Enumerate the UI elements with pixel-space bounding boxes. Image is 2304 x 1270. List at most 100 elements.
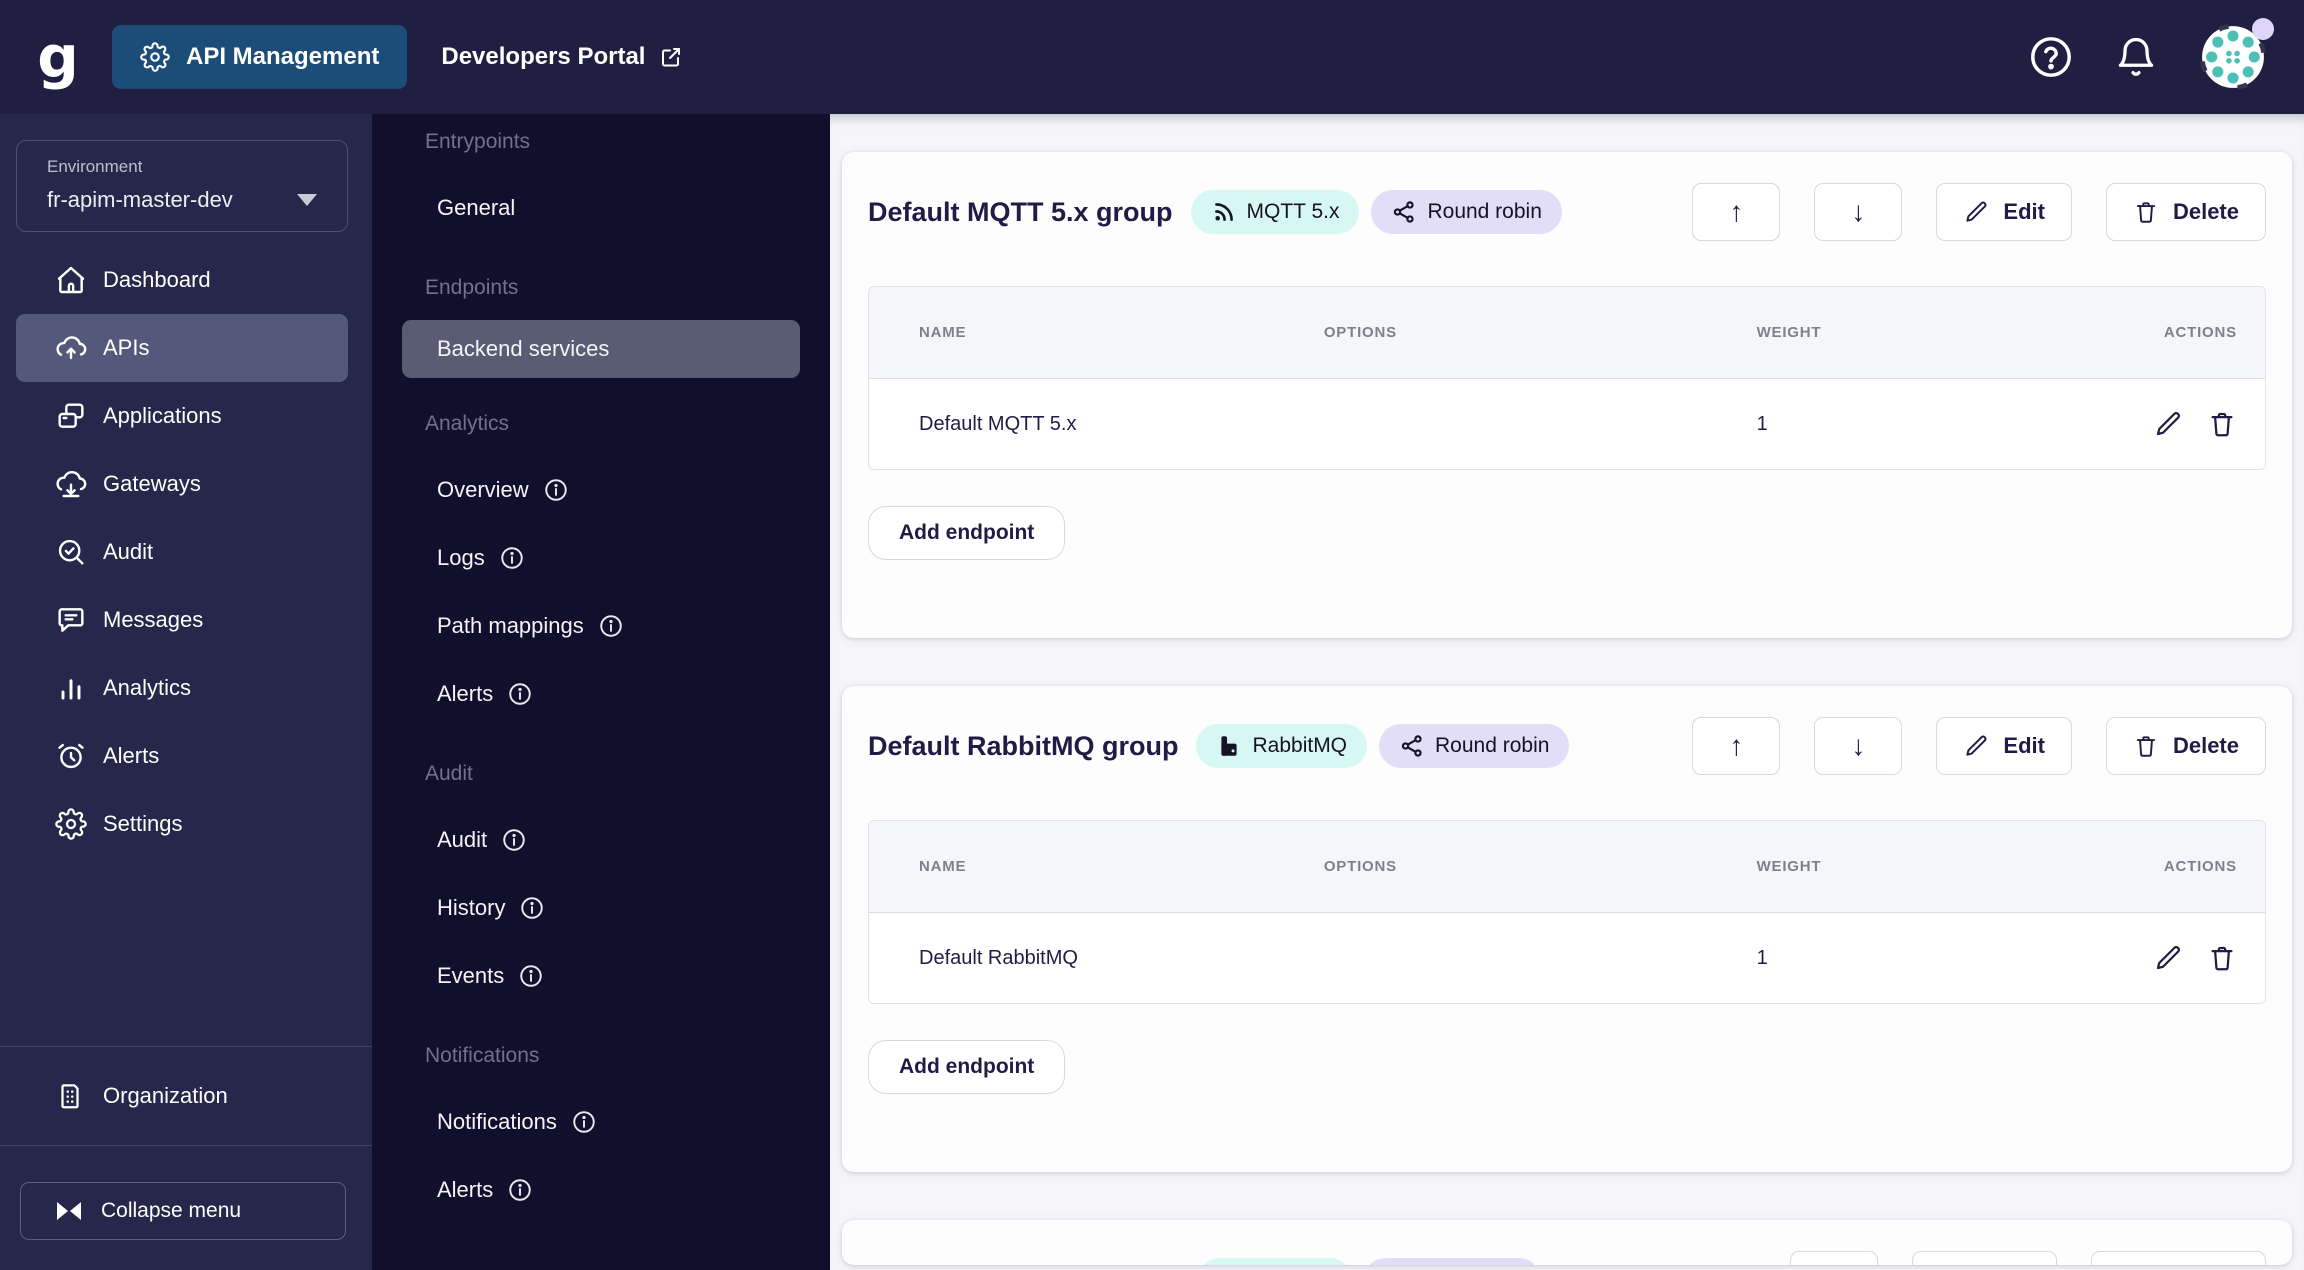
submenu-item-path-mappings[interactable]: Path mappings [372, 592, 830, 660]
pencil-icon [2153, 409, 2183, 439]
sidebar-item-analytics[interactable]: Analytics [16, 654, 348, 722]
edit-group-button[interactable]: Edit [1936, 717, 2072, 775]
cloud-download-icon [55, 468, 87, 500]
delete-group-button[interactable]: Delete [2105, 717, 2266, 775]
trash-icon [2207, 943, 2237, 973]
collapse-menu-button[interactable]: Collapse menu [20, 1182, 346, 1240]
api-management-button[interactable]: API Management [112, 25, 408, 89]
sidebar-item-label: APIs [103, 335, 150, 360]
edit-endpoint-button[interactable] [2153, 943, 2183, 973]
backend-services-content: Default MQTT 5.x group MQTT 5.x [830, 114, 2304, 1270]
submenu-item-analytics-alerts[interactable]: Alerts [372, 660, 830, 728]
bar-chart-icon [55, 672, 87, 704]
column-header-options: OPTIONS [1323, 324, 1397, 341]
divider [0, 1046, 372, 1047]
pencil-icon [1963, 733, 1989, 759]
primary-sidebar: Environment fr-apim-master-dev Dashboard [0, 114, 372, 1270]
info-icon [507, 1177, 533, 1203]
section-title-audit: Audit [425, 762, 473, 785]
submenu-item-notification-alerts[interactable]: Alerts [372, 1156, 830, 1224]
sidebar-item-dashboard[interactable]: Dashboard [16, 246, 348, 314]
sidebar-item-gateways[interactable]: Gateways [16, 450, 348, 518]
table-header-row: NAME OPTIONS WEIGHT ACTIONS [869, 821, 2265, 913]
table-header-row: NAME OPTIONS WEIGHT ACTIONS [869, 287, 2265, 379]
info-icon [519, 895, 545, 921]
load-balancing-badge: Round robin [1379, 724, 1570, 768]
sidebar-item-apis[interactable]: APIs [16, 314, 348, 382]
arrow-up-icon: ↑ [1729, 730, 1744, 761]
add-endpoint-button[interactable]: Add endpoint [868, 1040, 1066, 1094]
section-title-notifications: Notifications [425, 1044, 540, 1067]
sidebar-item-label: Analytics [103, 675, 192, 700]
gear-icon [55, 808, 87, 840]
sidebar-item-label: Messages [103, 607, 204, 632]
sidebar-item-audit[interactable]: Audit [16, 518, 348, 586]
sidebar-item-label: Settings [103, 811, 183, 836]
trash-icon [2133, 733, 2159, 759]
info-icon [507, 681, 533, 707]
edit-endpoint-button[interactable] [2153, 409, 2183, 439]
external-link-icon [659, 45, 683, 69]
submenu-item-notifications[interactable]: Notifications [372, 1088, 830, 1156]
delete-endpoint-button[interactable] [2207, 409, 2237, 439]
table-row: Default RabbitMQ 1 [869, 913, 2265, 1003]
submenu-item-label: Backend services [437, 336, 610, 361]
sidebar-item-label: Gateways [103, 471, 201, 496]
submenu-item-label: Notifications [437, 1109, 557, 1134]
sidebar-item-applications[interactable]: Applications [16, 382, 348, 450]
submenu-item-history[interactable]: History [372, 874, 830, 942]
delete-group-button[interactable] [2091, 1251, 2266, 1265]
alarm-clock-icon [55, 740, 87, 772]
submenu-item-events[interactable]: Events [372, 942, 830, 1010]
sidebar-item-messages[interactable]: Messages [16, 586, 348, 654]
info-icon [598, 613, 624, 639]
submenu-item-label: General [437, 195, 516, 220]
endpoint-type-badge [1198, 1258, 1352, 1265]
sidebar-item-organization[interactable]: Organization [0, 1063, 372, 1129]
edit-group-button[interactable]: Edit [1936, 183, 2072, 241]
delete-group-button[interactable]: Delete [2105, 183, 2266, 241]
help-button[interactable] [2028, 34, 2074, 80]
load-balancing-badge [1364, 1258, 1541, 1265]
submenu-item-general[interactable]: General [372, 174, 830, 242]
submenu-item-audit[interactable]: Audit [372, 806, 830, 874]
add-endpoint-button[interactable]: Add endpoint [868, 506, 1066, 560]
organization-label: Organization [103, 1083, 228, 1108]
move-group-up-button[interactable]: ↑ [1692, 717, 1781, 775]
developers-portal-link[interactable]: Developers Portal [441, 43, 683, 71]
info-icon [501, 827, 527, 853]
move-group-down-button[interactable]: ↓ [1814, 183, 1903, 241]
delete-endpoint-button[interactable] [2207, 943, 2237, 973]
developers-portal-label: Developers Portal [441, 43, 646, 70]
edit-group-button[interactable] [1912, 1251, 2057, 1265]
gear-icon [140, 42, 170, 72]
move-group-up-button[interactable] [1790, 1251, 1878, 1265]
move-group-down-button[interactable]: ↓ [1814, 717, 1903, 775]
user-avatar[interactable] [2198, 18, 2274, 92]
submenu-item-label: Path mappings [437, 613, 584, 638]
submenu-item-logs[interactable]: Logs [372, 524, 830, 592]
trash-icon [2133, 199, 2159, 225]
endpoint-type-badge: RabbitMQ [1196, 724, 1368, 768]
submenu-item-overview[interactable]: Overview [372, 456, 830, 524]
submenu-item-label: Audit [437, 827, 488, 852]
environment-selector[interactable]: Environment fr-apim-master-dev [16, 140, 348, 232]
gravitee-logo: g [37, 23, 79, 91]
organization-icon [55, 1081, 85, 1111]
sidebar-item-alerts[interactable]: Alerts [16, 722, 348, 790]
move-group-up-button[interactable]: ↑ [1692, 183, 1781, 241]
sidebar-item-label: Audit [103, 539, 154, 564]
submenu-item-label: History [437, 895, 506, 920]
submenu-item-label: Alerts [437, 681, 494, 706]
api-submenu-sidebar: Entrypoints General Endpoints Backend se… [372, 114, 830, 1270]
sidebar-item-label: Applications [103, 403, 222, 428]
message-icon [55, 604, 87, 636]
endpoints-table: NAME OPTIONS WEIGHT ACTIONS Default Rabb… [868, 820, 2266, 1004]
notifications-button[interactable] [2114, 35, 2158, 79]
sidebar-item-settings[interactable]: Settings [16, 790, 348, 858]
submenu-item-backend-services[interactable]: Backend services [402, 320, 800, 378]
delete-label: Delete [2172, 199, 2239, 224]
arrow-down-icon: ↓ [1851, 730, 1866, 761]
column-header-name: NAME [919, 858, 967, 875]
endpoint-weight-cell: 1 [1756, 946, 1768, 969]
